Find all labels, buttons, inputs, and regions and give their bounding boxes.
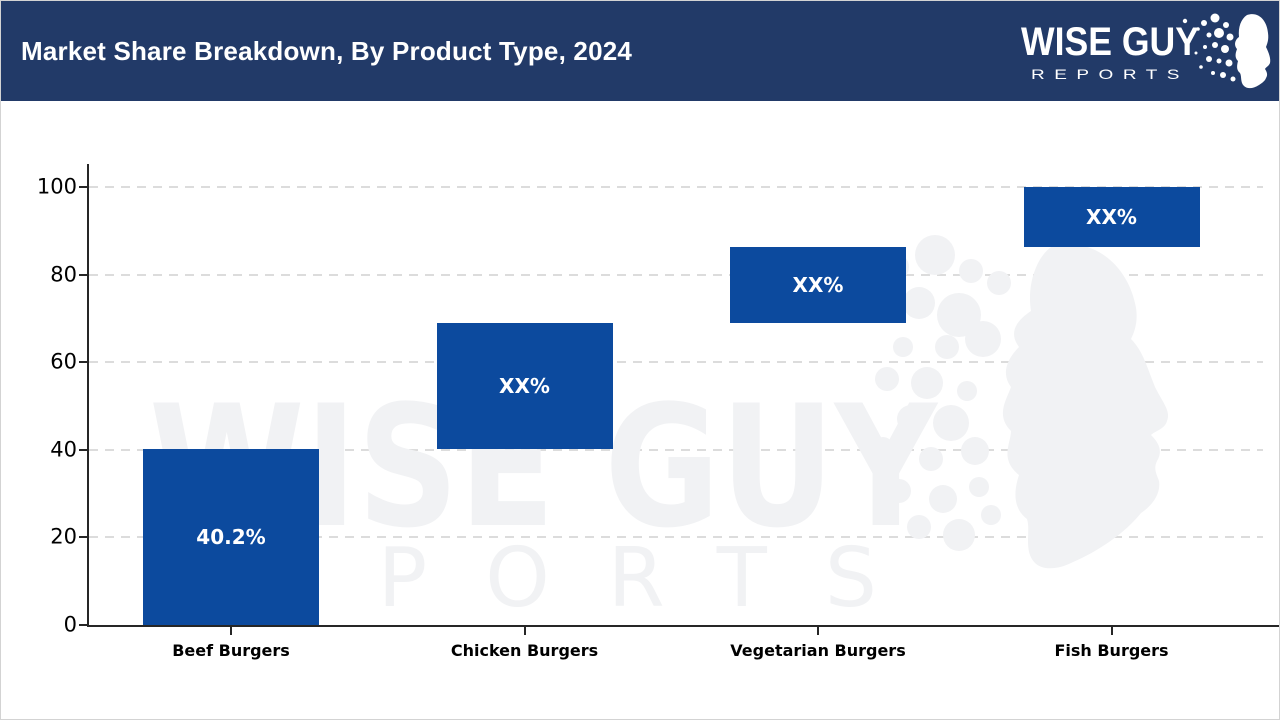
watermark-face-icon [869,235,1169,569]
logo-dots-icon [1182,13,1236,82]
gridline [89,186,1263,188]
bar-value-label: XX% [499,374,550,399]
bar-value-label: XX% [1086,205,1137,229]
y-axis-tick-label: 20 [50,524,77,549]
x-axis-tick [1110,627,1113,635]
wise-guy-reports-logo: WISE GUY REPORTS [1021,13,1271,89]
y-axis-line [87,164,89,627]
bar-value-label: 40.2% [196,524,266,549]
chart-canvas: WISE GUY REPORTS 0 20 40 60 [1,101,1279,719]
y-axis-tick-label: 0 [63,612,77,637]
y-axis-tick-label: 80 [50,262,77,287]
gridline [89,536,1263,539]
bar-vegetarian-burgers: XX% [730,247,906,324]
x-axis-label-fish-burgers: Fish Burgers [1054,641,1169,660]
gridline [89,273,1263,276]
y-axis-tick [79,536,87,539]
bar-beef-burgers: 40.2% [143,448,319,625]
logo-reports-text: REPORTS [1031,66,1189,82]
y-axis-tick [79,273,87,276]
x-axis-label-beef-burgers: Beef Burgers [172,641,290,660]
x-axis-tick [230,627,232,635]
x-axis-line [87,625,1279,627]
x-axis-label-vegetarian-burgers: Vegetarian Burgers [730,641,906,660]
logo-face-profile-icon [1235,14,1271,89]
x-axis-tick [817,627,819,635]
y-axis-tick [79,186,87,188]
bar-fish-burgers: XX% [1023,187,1200,247]
bar-chicken-burgers: XX% [436,323,613,449]
page-title: Market Share Breakdown, By Product Type,… [21,35,633,66]
x-axis-label-chicken-burgers: Chicken Burgers [450,641,599,660]
y-axis-tick-label: 60 [50,349,77,374]
y-axis-tick-label: 40 [50,437,77,462]
x-axis-tick [523,627,526,635]
gridline [89,448,1263,451]
y-axis-tick [79,624,87,626]
y-axis-tick [79,448,87,451]
y-axis-tick [79,361,87,364]
logo-wordmark-text: WISE GUY [1021,20,1199,64]
gridline [89,361,1263,364]
bar-value-label: XX% [792,273,844,298]
y-axis-tick-label: 100 [36,174,77,199]
header: Market Share Breakdown, By Product Type,… [1,1,1279,101]
